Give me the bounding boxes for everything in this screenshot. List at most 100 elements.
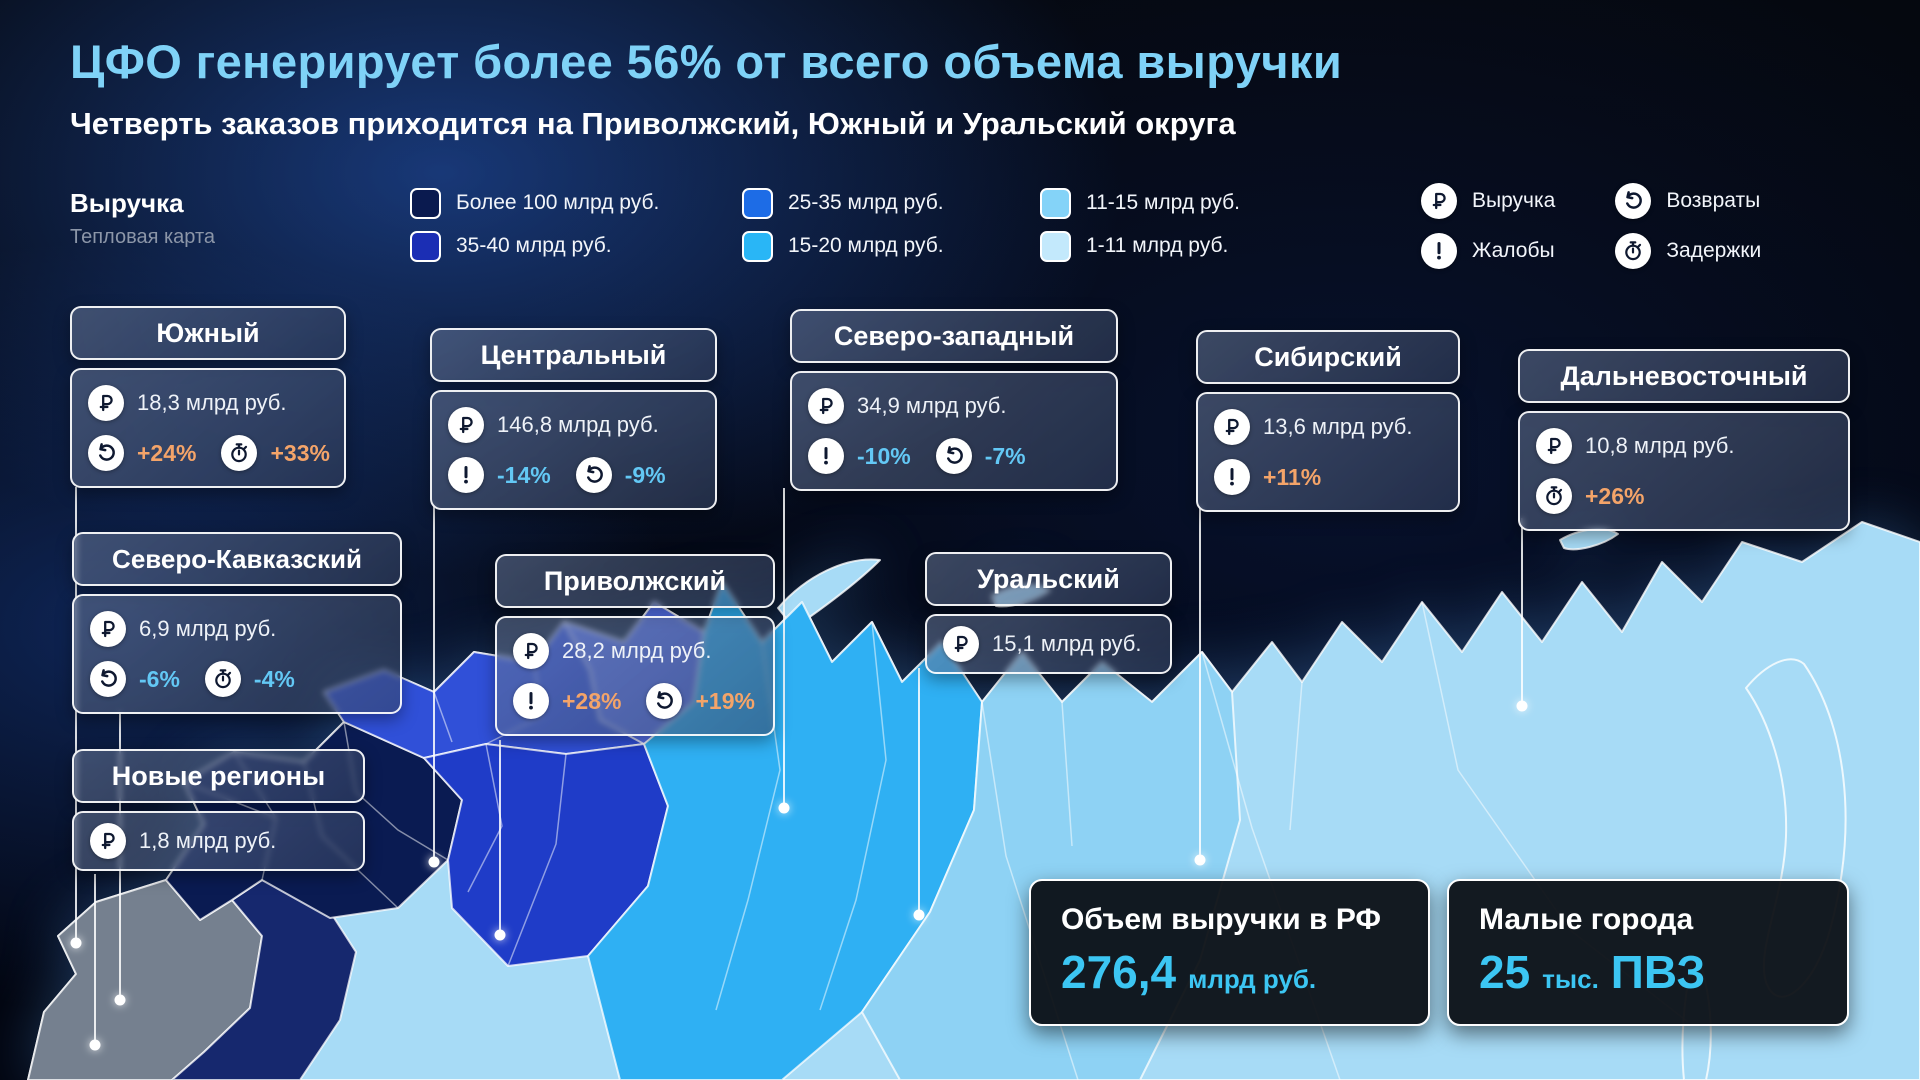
- legend-bin-label: 1-11 млрд руб.: [1086, 234, 1229, 257]
- district-card-novye-regiony: Новые регионы 1,8 млрд руб.: [72, 749, 365, 871]
- legend-icon-label: Задержки: [1666, 239, 1762, 262]
- leader-line-yuzhny: [75, 487, 77, 943]
- district-stats: 18,3 млрд руб. +24% +33%: [70, 368, 346, 488]
- ruble-icon: [90, 823, 126, 859]
- legend-icon-item: Жалобы: [1421, 230, 1555, 272]
- summary-value-number: 25: [1479, 946, 1531, 998]
- legend-bin: 1-11 млрд руб.: [1040, 230, 1240, 262]
- returns-icon: [575, 457, 612, 493]
- summary-value-number: 276,4: [1061, 946, 1177, 998]
- map-dot-ural: [913, 909, 925, 921]
- legend-bin-label: 11-15 млрд руб.: [1086, 191, 1241, 214]
- leader-line-sibir: [1199, 507, 1201, 860]
- metric-value: -7%: [984, 442, 1026, 469]
- district-title: Новые регионы: [72, 749, 365, 803]
- district-title: Сибирский: [1196, 330, 1460, 384]
- district-title: Уральский: [925, 552, 1172, 606]
- summary-value-suffix: ПВЗ: [1610, 946, 1706, 998]
- leader-line-novye: [94, 874, 96, 1045]
- returns-icon: [1615, 183, 1652, 219]
- legend-swatch: [1040, 187, 1071, 219]
- revenue-row: 13,6 млрд руб.: [1214, 409, 1442, 445]
- page-subtitle: Четверть заказов приходится на Приволжск…: [70, 106, 1236, 141]
- leader-line-ural: [918, 668, 920, 915]
- legend-swatch: [742, 230, 773, 262]
- district-card-dalnevostochny: Дальневосточный 10,8 млрд руб. +26%: [1518, 349, 1850, 531]
- district-title: Южный: [70, 306, 346, 360]
- summary-title: Малые города: [1479, 903, 1694, 936]
- legend-icon-item: Возвраты: [1615, 180, 1761, 222]
- district-name: Северо-западный: [833, 320, 1075, 351]
- map-dot-privolzh: [494, 929, 506, 941]
- map-dot-sevkav: [114, 994, 126, 1006]
- legend-bin: 15-20 млрд руб.: [742, 230, 1040, 262]
- district-card-yuzhny: Южный 18,3 млрд руб. +24% +33%: [70, 306, 346, 488]
- leader-line-dv: [1521, 518, 1523, 706]
- ruble-icon: [88, 385, 124, 421]
- district-title: Приволжский: [495, 554, 775, 608]
- summary-card-total-revenue: Объем выручки в РФ 276,4 млрд руб.: [1029, 879, 1430, 1026]
- district-card-privolzhsky: Приволжский 28,2 млрд руб. +28% +19%: [495, 554, 775, 736]
- district-name: Новые регионы: [111, 760, 326, 791]
- revenue-row: 6,9 млрд руб.: [90, 611, 384, 647]
- legend-bin-label: 15-20 млрд руб.: [788, 234, 944, 257]
- revenue-value: 34,9 млрд руб.: [857, 393, 1007, 418]
- leader-line-szapad: [783, 488, 785, 808]
- delays-icon: [1536, 478, 1572, 514]
- metric-value: +26%: [1585, 482, 1645, 509]
- district-stats: 146,8 млрд руб. -14% -9%: [430, 390, 717, 510]
- ruble-icon: [1214, 409, 1250, 445]
- district-name: Северо-Кавказский: [112, 543, 362, 574]
- legend-icon-label: Возвраты: [1666, 189, 1761, 212]
- metrics-row: -10% -7%: [808, 438, 1100, 474]
- delays-icon: [1615, 233, 1652, 269]
- revenue-row: 15,1 млрд руб.: [943, 626, 1154, 662]
- complaints-icon: [808, 438, 844, 474]
- legend-icon-item: Выручка: [1421, 180, 1555, 222]
- district-stats: 13,6 млрд руб. +11%: [1196, 392, 1460, 512]
- district-name: Центральный: [480, 339, 667, 370]
- metrics-row: +24% +33%: [88, 435, 330, 471]
- revenue-value: 146,8 млрд руб.: [497, 412, 659, 437]
- metric-value: -4%: [253, 665, 295, 692]
- returns-icon: [90, 661, 126, 697]
- district-title: Северо-западный: [790, 309, 1118, 363]
- district-title: Центральный: [430, 328, 717, 382]
- metrics-row: +26%: [1536, 478, 1832, 514]
- map-dot-central: [428, 856, 440, 868]
- legend-bin: 35-40 млрд руб.: [410, 230, 742, 262]
- legend-icon-item: Задержки: [1615, 230, 1761, 272]
- revenue-value: 1,8 млрд руб.: [139, 828, 277, 853]
- district-name: Дальневосточный: [1560, 360, 1808, 391]
- revenue-row: 146,8 млрд руб.: [448, 407, 699, 443]
- revenue-row: 1,8 млрд руб.: [90, 823, 347, 859]
- legend-bin: Более 100 млрд руб.: [410, 187, 742, 219]
- metrics-row: +28% +19%: [513, 683, 757, 719]
- metric-value: -14%: [497, 461, 551, 488]
- revenue-row: 18,3 млрд руб.: [88, 385, 328, 421]
- legend-icon-label: Выручка: [1472, 189, 1556, 212]
- legend-bin-label: 35-40 млрд руб.: [456, 234, 612, 257]
- legend-swatch: [410, 187, 441, 219]
- district-stats: 15,1 млрд руб.: [925, 614, 1172, 674]
- legend-icons: Выручка Жалобы Возвраты Задержки: [1421, 180, 1761, 272]
- district-stats: 34,9 млрд руб. -10% -7%: [790, 371, 1118, 491]
- revenue-value: 6,9 млрд руб.: [139, 616, 277, 641]
- complaints-icon: [513, 683, 549, 719]
- leader-line-privolzh: [499, 740, 501, 935]
- summary-value-unit: тыс.: [1542, 964, 1599, 994]
- district-stats: 1,8 млрд руб.: [72, 811, 365, 871]
- ruble-icon: [1421, 183, 1457, 219]
- district-card-uralsky: Уральский 15,1 млрд руб.: [925, 552, 1172, 674]
- legend-swatch: [410, 230, 441, 262]
- metric-value: +11%: [1263, 463, 1322, 490]
- district-card-severo-kavkazsky: Северо-Кавказский 6,9 млрд руб. -6% -4%: [72, 532, 402, 714]
- district-name: Сибирский: [1254, 341, 1402, 372]
- revenue-value: 13,6 млрд руб.: [1263, 414, 1413, 439]
- legend-title: Выручка: [70, 188, 184, 218]
- metrics-row: -14% -9%: [448, 457, 699, 493]
- metric-value: +28%: [562, 687, 622, 714]
- returns-icon: [646, 683, 683, 719]
- summary-card-small-towns: Малые города 25 тыс. ПВЗ: [1447, 879, 1849, 1026]
- ruble-icon: [943, 626, 979, 662]
